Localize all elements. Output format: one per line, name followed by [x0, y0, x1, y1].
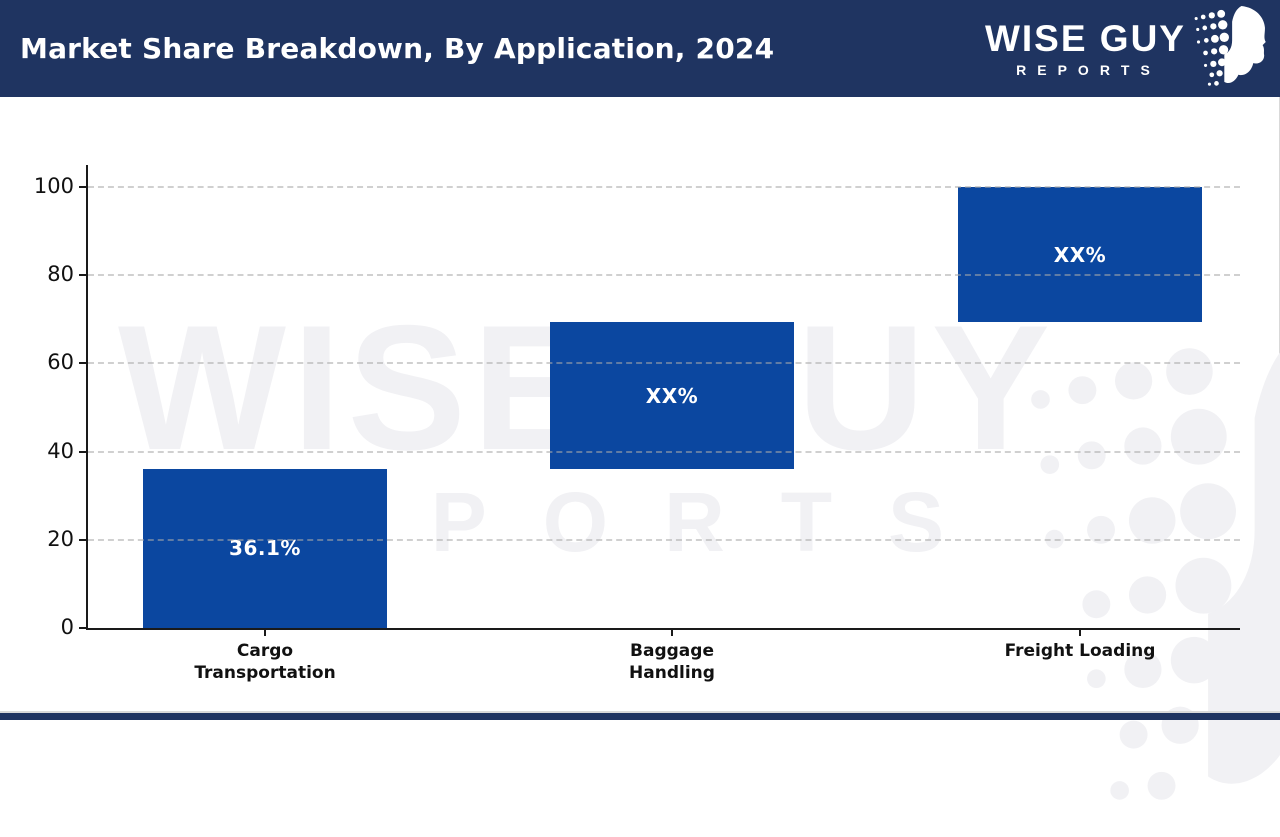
- logo-wordmark: WISE GUY: [984, 17, 1186, 59]
- y-tick-label: 40: [47, 438, 74, 463]
- x-axis-label: Freight Loading: [1004, 641, 1156, 661]
- y-tick-mark: [79, 186, 88, 189]
- y-gridline: [88, 538, 1240, 541]
- y-tick-label: 60: [47, 350, 74, 375]
- y-gridline: [88, 274, 1240, 277]
- y-tick-mark: [79, 274, 88, 277]
- x-axis-line: [86, 628, 1240, 630]
- y-tick-mark: [79, 450, 88, 453]
- y-tick-label: 20: [47, 526, 74, 551]
- chart-area: WISE GUY REPORTS 0 20 40 60 80 100 36.1% Cargo …: [0, 97, 1280, 800]
- x-tick-mark: [671, 628, 673, 636]
- y-axis-line: [86, 165, 88, 630]
- watermark-head-icon: [1031, 348, 1280, 800]
- footer-bar: [0, 713, 1280, 720]
- wiseguy-logo: WISE GUY REPORTS: [985, 5, 1270, 92]
- x-tick-mark: [1079, 628, 1081, 636]
- x-axis-label: Cargo Transportation: [194, 641, 336, 684]
- y-tick-label: 0: [60, 615, 74, 639]
- footer-divider: [0, 711, 1280, 713]
- header: Market Share Breakdown, By Application, …: [0, 0, 1280, 97]
- y-tick-mark: [79, 362, 88, 365]
- bar-value-label: XX%: [645, 383, 699, 408]
- wiseguy-head-icon: [1194, 5, 1266, 86]
- y-tick-mark: [79, 538, 88, 541]
- y-gridline: [88, 186, 1240, 189]
- logo-subtitle: REPORTS: [1016, 61, 1161, 78]
- bar-value-label: XX%: [1053, 242, 1107, 267]
- x-axis-label: Baggage Handling: [629, 641, 715, 684]
- y-tick-mark: [79, 627, 88, 629]
- x-tick-mark: [264, 628, 266, 636]
- page-title: Market Share Breakdown, By Application, …: [20, 32, 775, 65]
- bar-baggage-handling: XX%: [550, 322, 794, 469]
- y-gridline: [88, 362, 1240, 365]
- y-tick-label: 100: [33, 174, 74, 199]
- bar-cargo-transportation: 36.1%: [143, 468, 387, 628]
- bar-freight-loading: XX%: [958, 187, 1202, 323]
- y-tick-label: 80: [47, 262, 74, 287]
- wiseguy-logo-text: WISE GUY REPORTS: [985, 20, 1186, 78]
- y-gridline: [88, 450, 1240, 453]
